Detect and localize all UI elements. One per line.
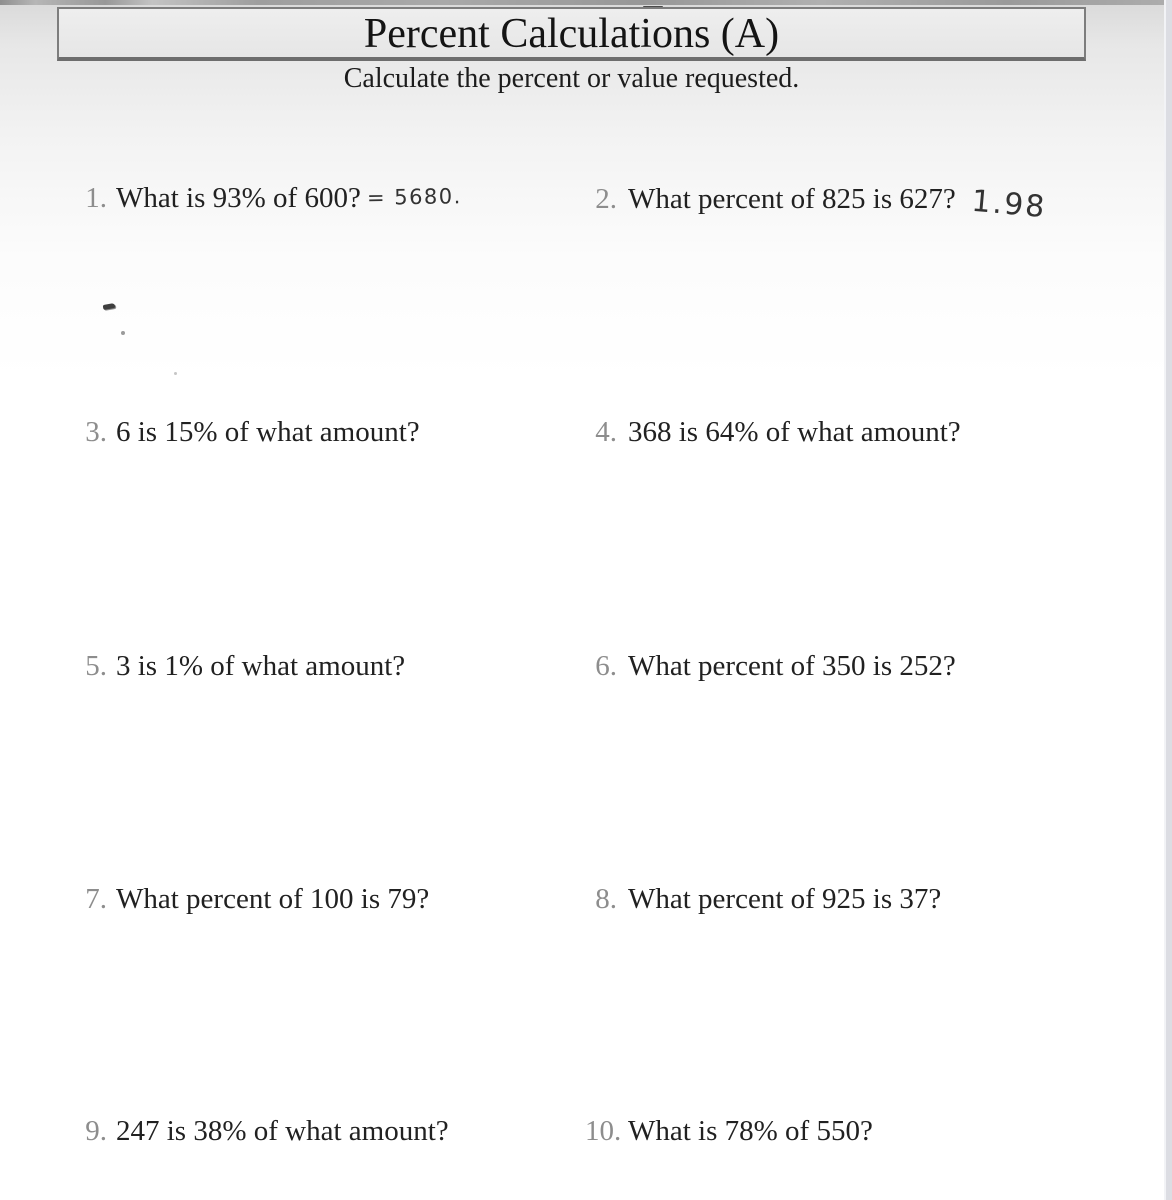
question-10-number: 10. <box>585 1115 622 1147</box>
question-4-text: 368 is 64% of what amount? <box>628 416 961 448</box>
question-1: 1. What is 93% of 600? = 5680. <box>85 181 462 216</box>
question-7-number: 7. <box>85 883 107 915</box>
question-9: 9. 247 is 38% of what amount? <box>85 1114 449 1149</box>
question-1-text: What is 93% of 600? <box>116 182 361 214</box>
screen-top-edge <box>0 0 1172 5</box>
title-box: Percent Calculations (A) <box>57 7 1086 61</box>
page-right-edge <box>1164 0 1172 1200</box>
question-10: 10. What is 78% of 550? <box>585 1114 873 1149</box>
stray-pencil-mark <box>102 302 116 311</box>
question-3-text: 6 is 15% of what amount? <box>116 416 420 448</box>
question-2-text: What percent of 825 is 627? <box>628 183 956 215</box>
question-7-text: What percent of 100 is 79? <box>116 883 430 915</box>
question-6-text: What percent of 350 is 252? <box>628 650 956 682</box>
question-3: 3. 6 is 15% of what amount? <box>85 415 420 450</box>
question-1-number: 1. <box>85 182 107 214</box>
question-6: 6. What percent of 350 is 252? <box>585 649 956 684</box>
question-5: 5. 3 is 1% of what amount? <box>85 649 405 684</box>
question-8-text: What percent of 925 is 37? <box>628 883 942 915</box>
page-subtitle: Calculate the percent or value requested… <box>343 63 800 94</box>
question-2-handwritten-answer: 1.98 <box>969 183 1048 226</box>
question-4-number: 4. <box>595 416 617 448</box>
question-6-number: 6. <box>595 650 617 682</box>
question-5-number: 5. <box>85 650 107 682</box>
question-10-text: What is 78% of 550? <box>628 1115 873 1147</box>
question-9-text: 247 is 38% of what amount? <box>116 1115 449 1147</box>
question-2-number: 2. <box>595 183 617 215</box>
question-5-text: 3 is 1% of what amount? <box>116 650 406 682</box>
question-9-number: 9. <box>85 1115 107 1147</box>
question-1-handwritten-answer: = 5680. <box>366 184 462 210</box>
question-8: 8. What percent of 925 is 37? <box>585 882 941 917</box>
question-3-number: 3. <box>85 416 107 448</box>
page-title: Percent Calculations (A) <box>363 11 780 57</box>
question-8-number: 8. <box>595 883 617 915</box>
stray-pencil-dot <box>174 372 177 375</box>
question-2: 2. What percent of 825 is 627? 1.98 <box>585 181 1047 225</box>
question-4: 4. 368 is 64% of what amount? <box>585 415 961 450</box>
question-7: 7. What percent of 100 is 79? <box>85 882 429 917</box>
stray-pencil-dot <box>121 331 125 335</box>
